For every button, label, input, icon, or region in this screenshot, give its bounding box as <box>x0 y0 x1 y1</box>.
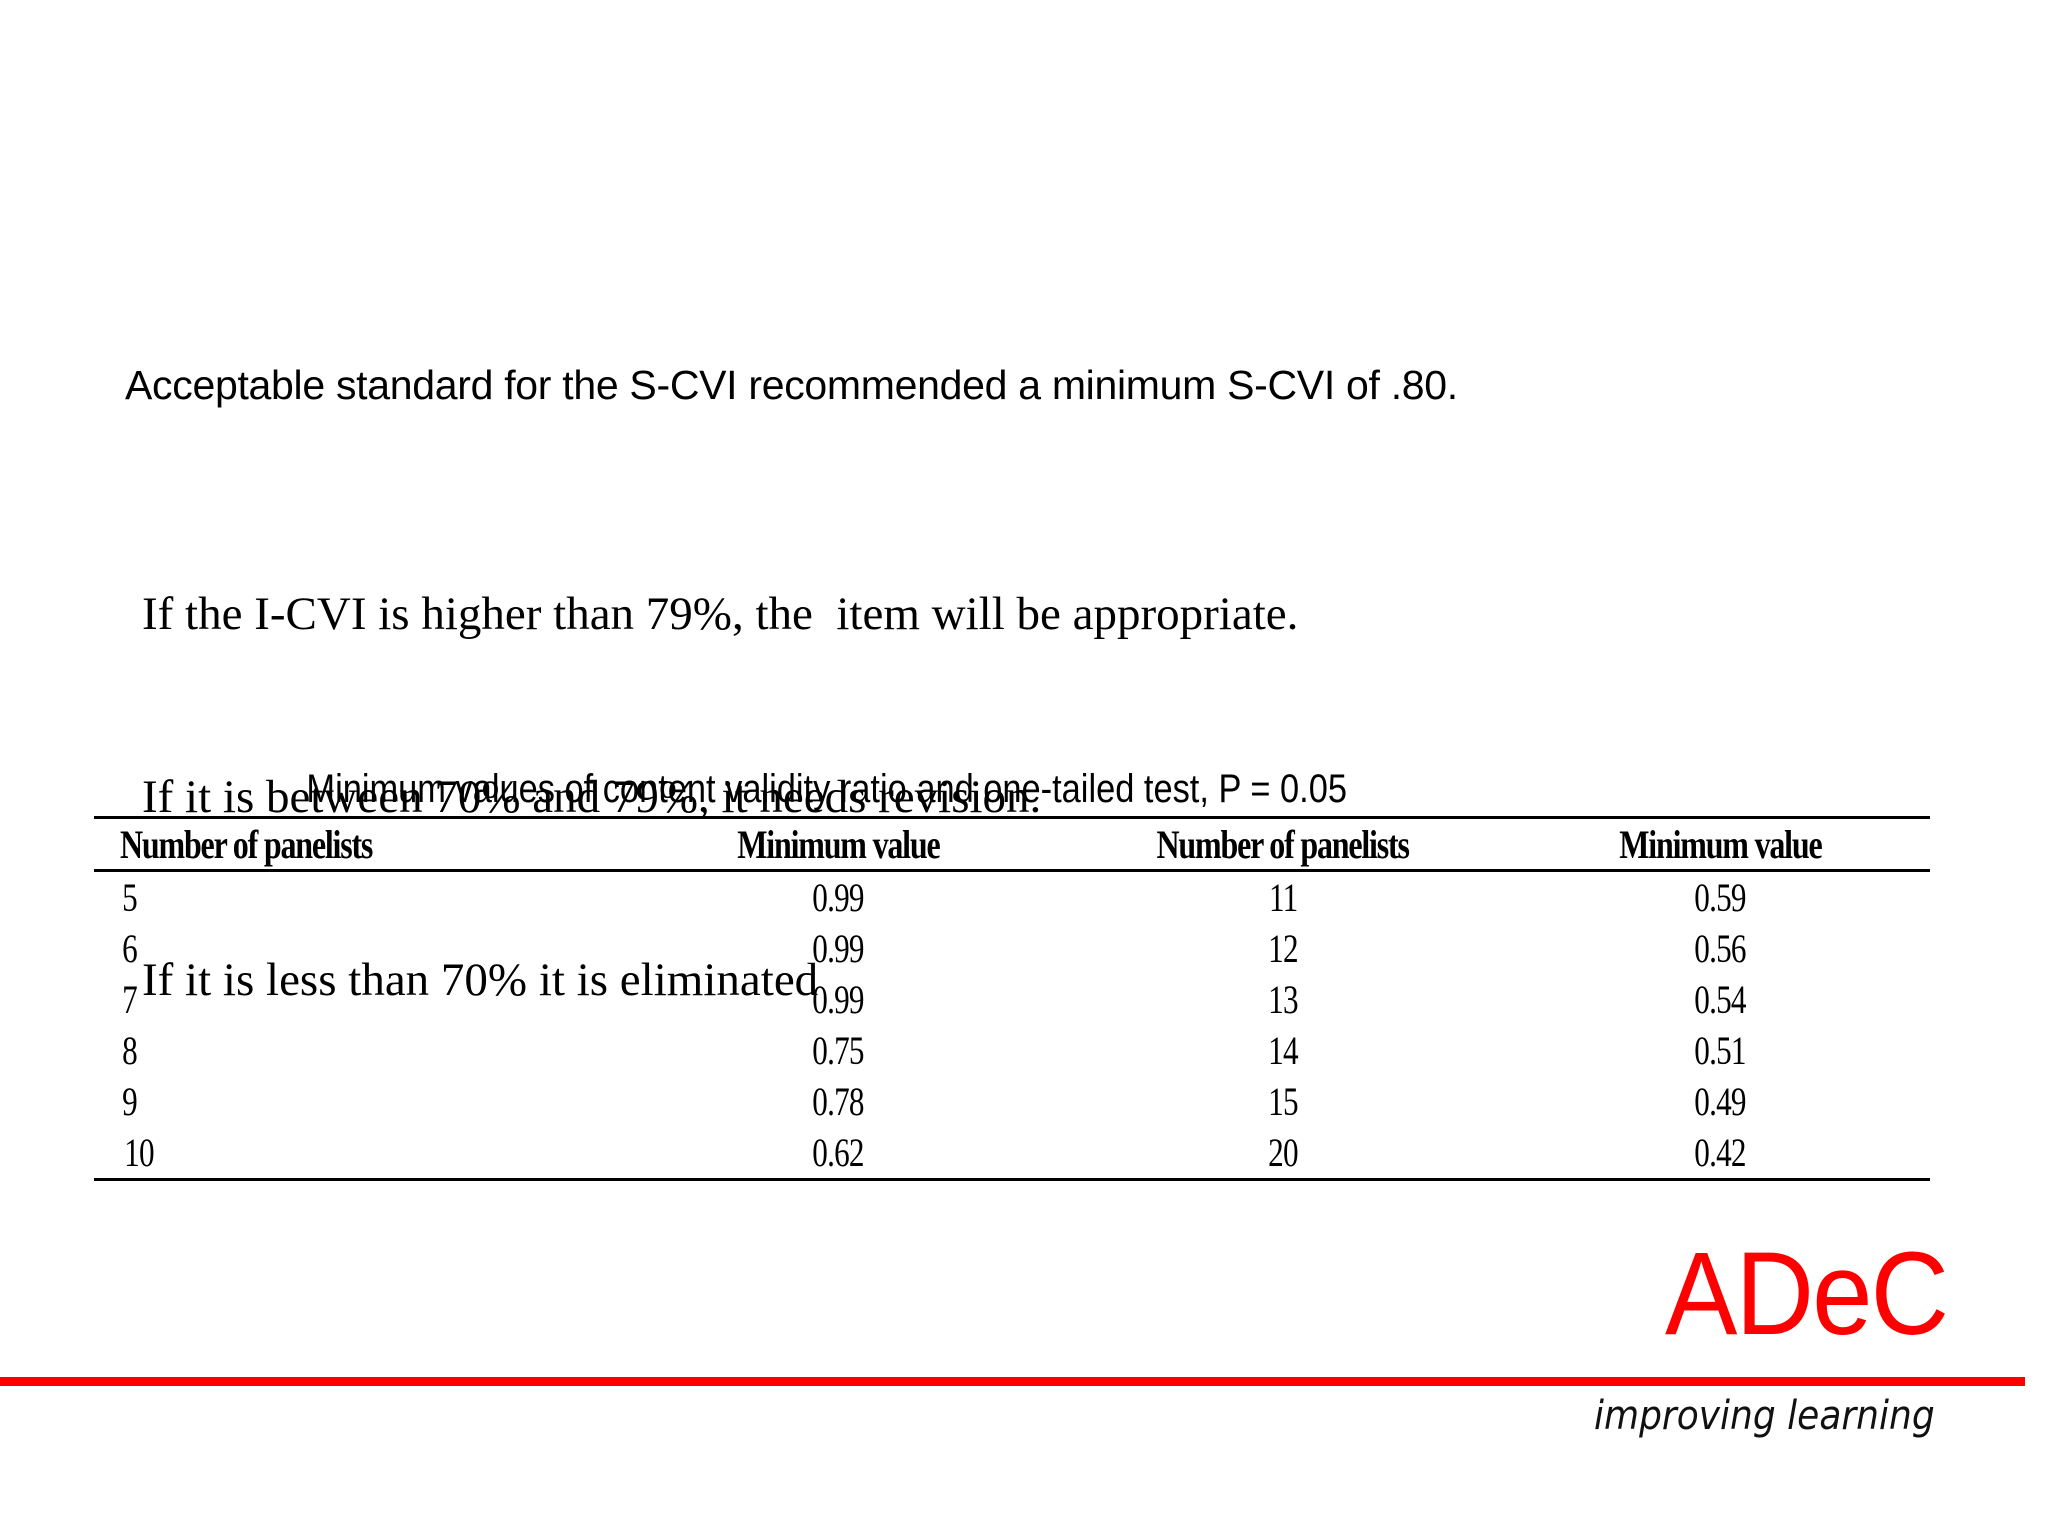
table-row: 6 0.99 12 0.56 <box>122 926 1746 971</box>
brand-divider-line <box>0 1377 2025 1386</box>
header-panelists-left: Number of panelists <box>120 821 373 867</box>
rule-revision: If it is between 70% and 79%, it needs r… <box>142 771 1042 823</box>
header-min-value-right: Minimum value <box>1618 821 1822 867</box>
table-row: 9 0.78 15 0.49 <box>122 1079 1746 1124</box>
table-caption: Minimum values of content validity ratio… <box>306 767 1347 811</box>
icvi-rules: If the I-CVI is higher than 79%, the ite… <box>142 462 1298 1072</box>
cvr-minimum-values-table: Number of panelists Minimum value Number… <box>94 816 1930 1181</box>
table-row: 7 0.99 13 0.54 <box>122 977 1746 1022</box>
adec-logo: ADeC <box>1665 1228 1949 1360</box>
table-row: 5 0.99 11 0.59 <box>122 875 1746 920</box>
cvr-table-container: Minimum values of content validity ratio… <box>94 762 1930 1181</box>
table-header-row: Number of panelists Minimum value Number… <box>94 817 1930 871</box>
header-panelists-right: Number of panelists <box>1156 821 1410 867</box>
rule-appropriate: If the I-CVI is higher than 79%, the ite… <box>142 588 1299 640</box>
slide-heading: Acceptable standard for the S-CVI recomm… <box>125 362 1458 408</box>
table-row: 8 0.75 14 0.51 <box>122 1028 1746 1073</box>
brand-tagline: improving learning <box>1594 1393 1935 1439</box>
table-row: 10 0.62 20 0.42 <box>94 1127 1930 1180</box>
rule-eliminated: If it is less than 70% it is eliminated <box>142 954 819 1006</box>
header-min-value-left: Minimum value <box>736 821 940 867</box>
